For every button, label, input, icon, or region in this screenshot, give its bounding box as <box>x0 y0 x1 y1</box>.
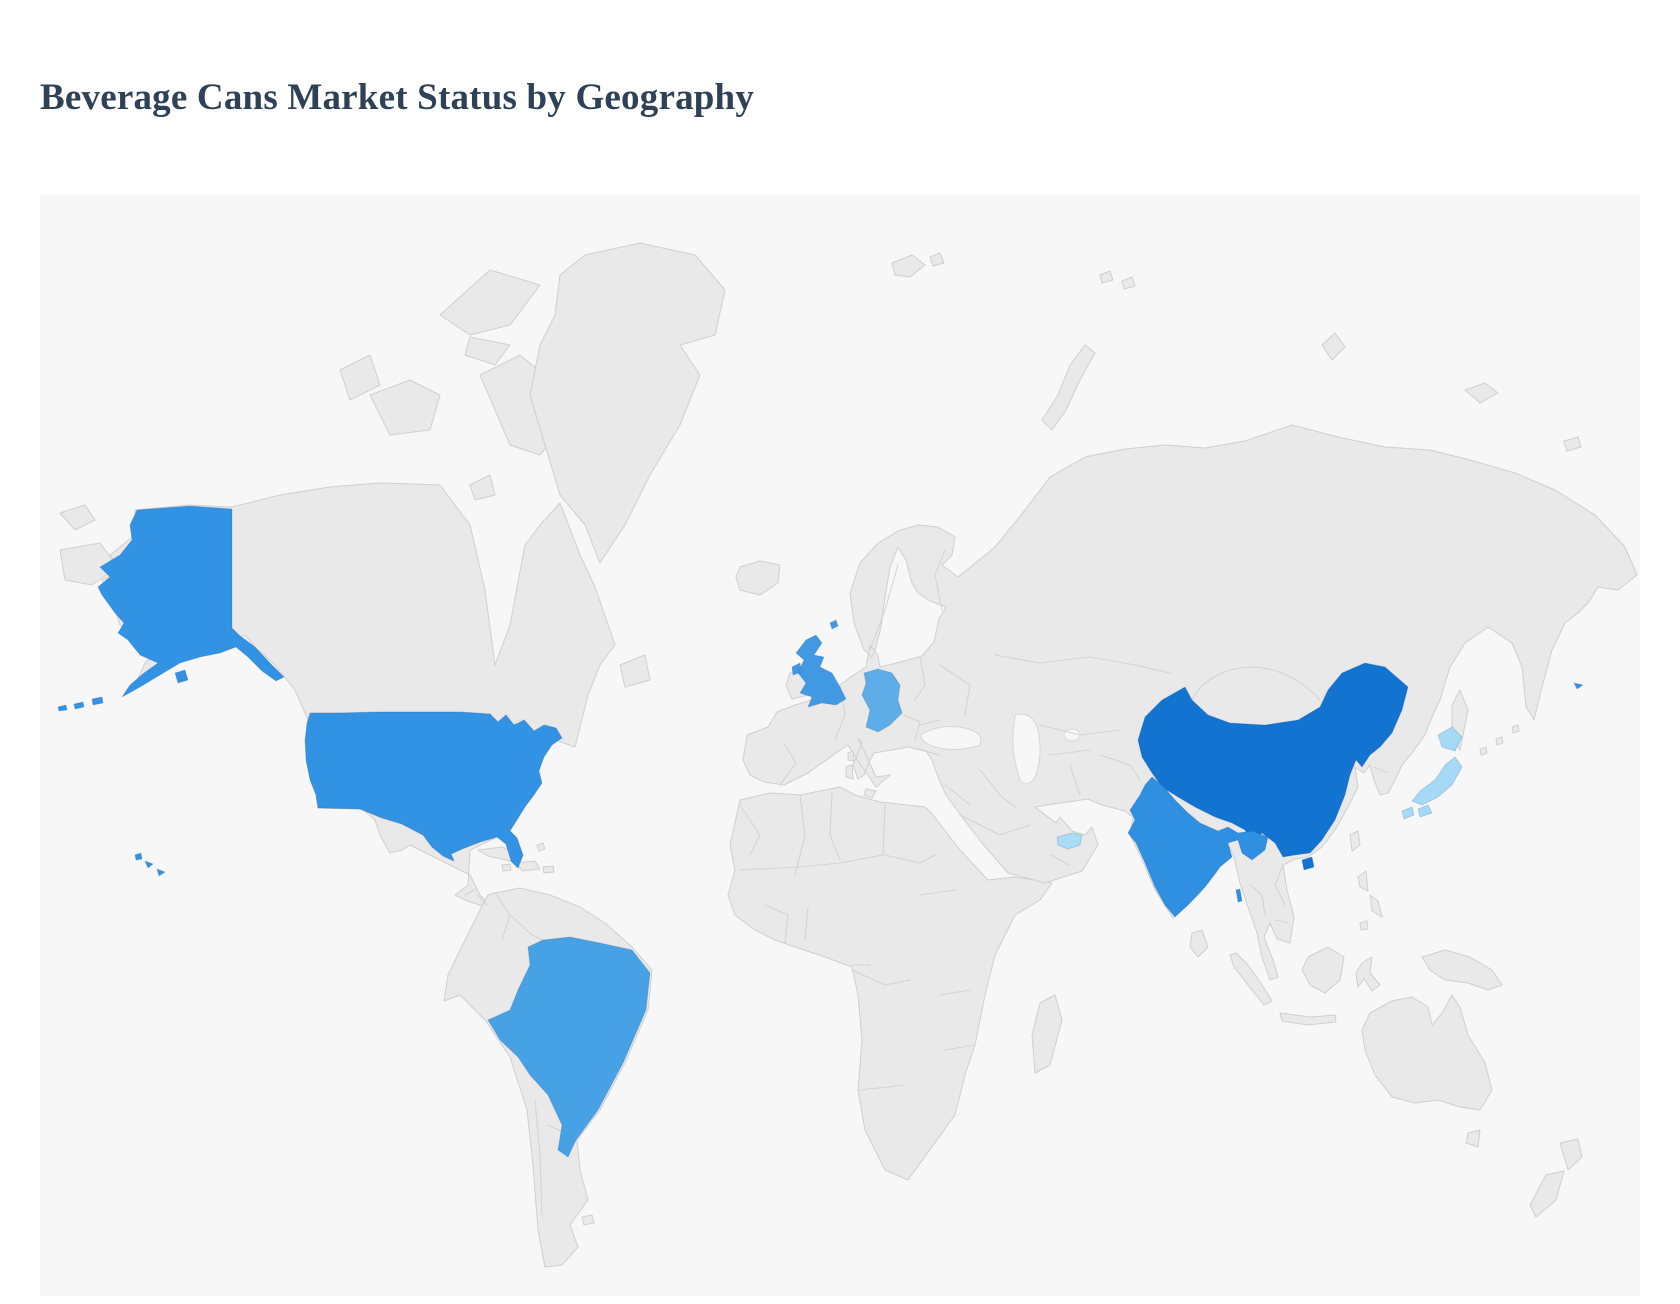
madagascar <box>1031 994 1063 1074</box>
country-united-states-aleutians[interactable] <box>57 669 189 712</box>
taiwan <box>1349 830 1361 852</box>
country-india[interactable] <box>1127 776 1269 918</box>
arctic-russian-islands <box>891 252 1582 452</box>
world-map <box>40 195 1640 1296</box>
country-united-states-hawaii[interactable] <box>134 852 166 877</box>
mediterranean-islands <box>845 750 877 799</box>
country-united-states-pacific-island[interactable] <box>1573 682 1584 690</box>
new-zealand <box>1529 1138 1583 1218</box>
black-sea <box>919 726 982 751</box>
country-china[interactable] <box>1137 662 1409 858</box>
country-japan[interactable] <box>1401 726 1463 820</box>
country-united-states[interactable] <box>304 711 563 869</box>
page-title: Beverage Cans Market Status by Geography <box>40 77 755 118</box>
caspian-sea <box>1012 713 1041 785</box>
greenland <box>529 242 726 564</box>
new-guinea <box>1421 949 1503 991</box>
country-china-hainan[interactable] <box>1301 856 1315 871</box>
base-land <box>59 242 1638 1268</box>
sri-lanka <box>1189 929 1209 958</box>
aral-sea <box>1063 728 1081 742</box>
country-brazil[interactable] <box>487 936 651 1158</box>
country-borders <box>464 549 1389 1216</box>
country-germany[interactable] <box>861 668 903 733</box>
australia <box>1361 994 1493 1148</box>
country-united-kingdom[interactable] <box>791 619 847 708</box>
country-united-arab-emirates[interactable] <box>1056 832 1083 850</box>
iceland <box>735 560 781 596</box>
country-united-states-alaska[interactable] <box>97 505 285 698</box>
highlighted-countries <box>57 505 1584 1158</box>
world-map-svg <box>57 242 1638 1268</box>
sakhalin-kurils <box>1451 689 1520 756</box>
country-india-andaman[interactable] <box>1235 888 1243 903</box>
